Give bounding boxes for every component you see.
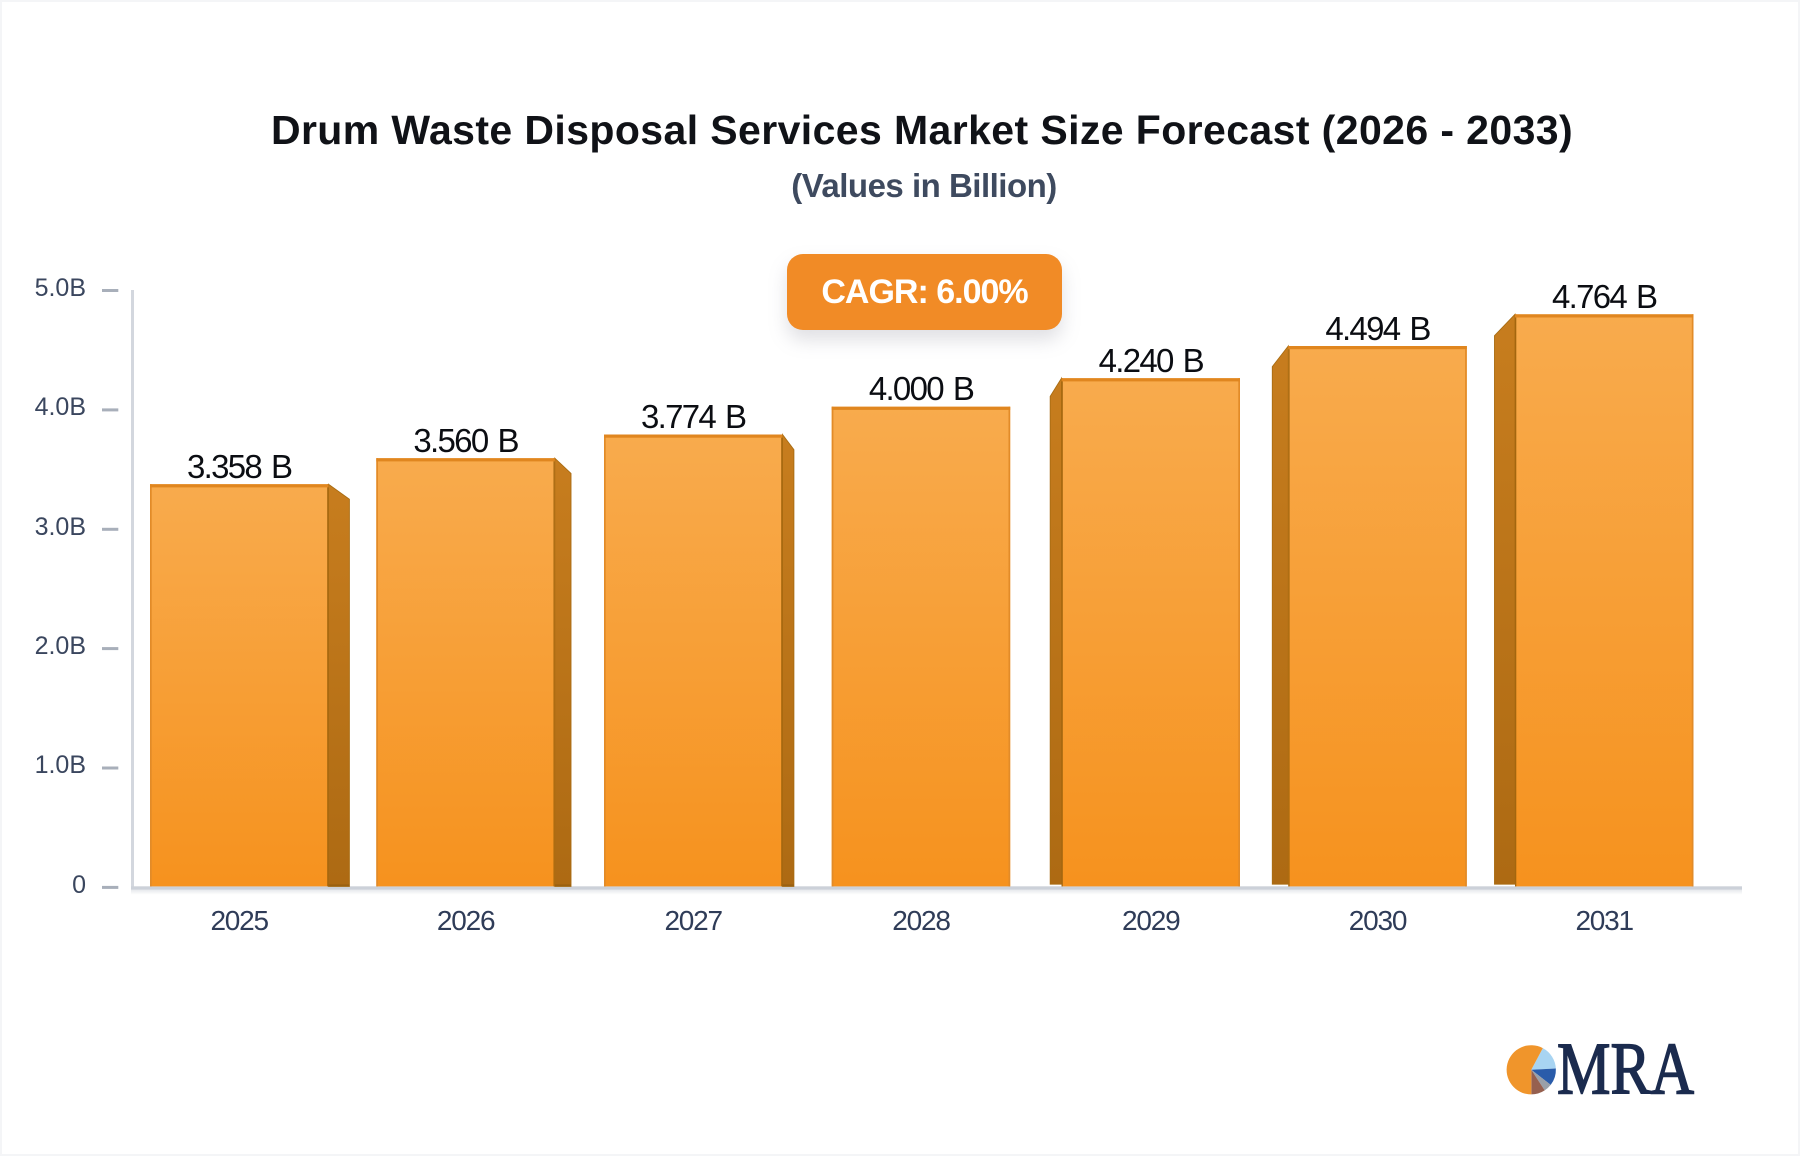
svg-text:MRA: MRA xyxy=(1557,1035,1694,1111)
